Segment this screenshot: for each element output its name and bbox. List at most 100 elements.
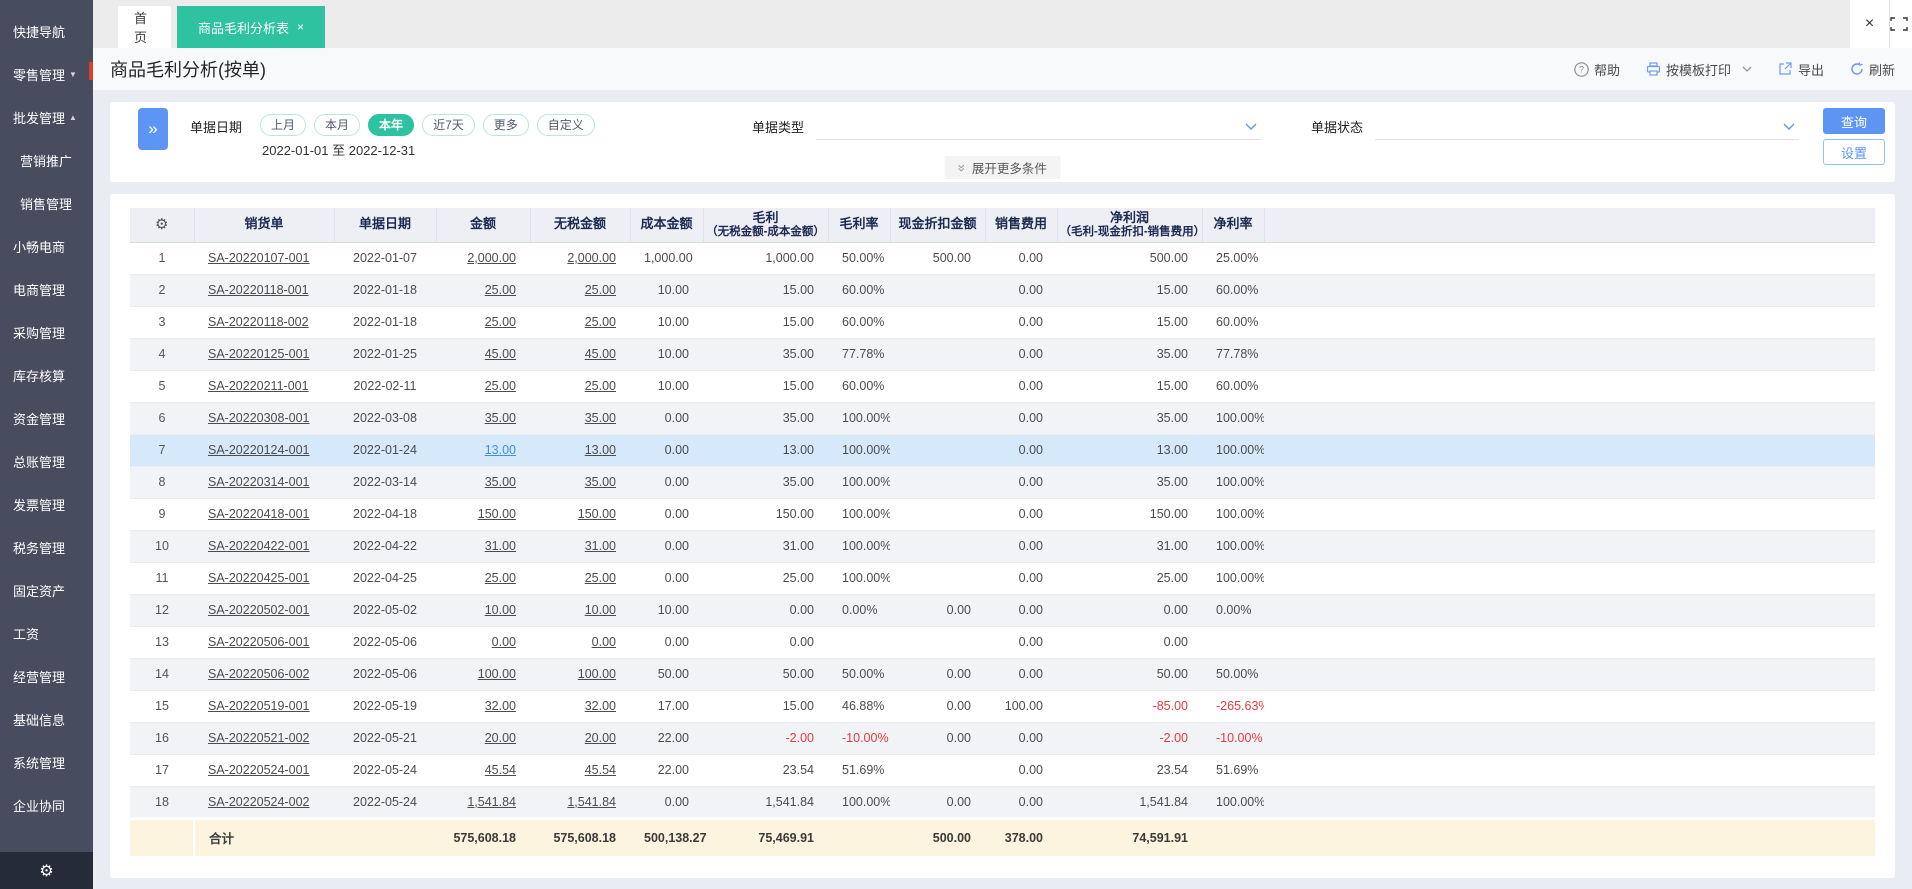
tax-free-amount-link[interactable]: 35.00 [584, 475, 616, 489]
tax-free-amount-link[interactable]: 35.00 [584, 411, 616, 425]
print-by-template-button[interactable]: 按模板打印 [1646, 60, 1752, 79]
tax-free-amount-link[interactable]: 100.00 [577, 667, 616, 681]
document-type-select[interactable] [816, 114, 1261, 140]
column-header[interactable]: 现金折扣金额 [890, 208, 986, 243]
sales-order-link[interactable]: SA-20220107-001 [208, 251, 310, 265]
sidebar-item[interactable]: 库存核算 [0, 354, 93, 397]
table-row[interactable]: 9 SA-20220418-001 2022-04-18 150.00 150.00 0.… [130, 498, 1875, 531]
sales-order-link[interactable]: SA-20220506-002 [208, 667, 310, 681]
amount-link[interactable]: 35.00 [484, 411, 516, 425]
column-header[interactable]: 金额 [436, 208, 531, 243]
table-row[interactable]: 2 SA-20220118-001 2022-01-18 25.00 25.00 10.0… [130, 274, 1875, 307]
table-row[interactable]: 5 SA-20220211-001 2022-02-11 25.00 25.00 10.0… [130, 370, 1875, 403]
window-close-icon[interactable]: × [1850, 0, 1890, 48]
table-row[interactable]: 10 SA-20220422-001 2022-04-22 31.00 31.00 0.0… [130, 530, 1875, 563]
date-range-value[interactable]: 2022-01-01 至 2022-12-31 [262, 143, 416, 158]
help-button[interactable]: ? 帮助 [1574, 60, 1620, 79]
sidebar-item[interactable]: 采购管理 [0, 311, 93, 354]
sidebar-item[interactable]: 零售管理 ▼ [0, 53, 93, 96]
pill-last-7-days[interactable]: 近7天 [422, 114, 475, 136]
sales-order-link[interactable]: SA-20220118-001 [208, 283, 309, 297]
sales-order-link[interactable]: SA-20220314-001 [208, 475, 310, 489]
tax-free-amount-link[interactable]: 32.00 [584, 699, 616, 713]
sales-order-link[interactable]: SA-20220524-001 [208, 763, 310, 777]
sales-order-link[interactable]: SA-20220418-001 [208, 507, 310, 521]
amount-link[interactable]: 31.00 [484, 539, 516, 553]
export-button[interactable]: 导出 [1778, 60, 1824, 79]
amount-link[interactable]: 45.54 [484, 763, 516, 777]
amount-link[interactable]: 25.00 [484, 571, 516, 585]
pill-last-month[interactable]: 上月 [260, 114, 307, 136]
sidebar-item[interactable]: 快捷导航 [0, 10, 93, 53]
sidebar-item[interactable]: 基础信息 [0, 698, 93, 741]
sales-order-link[interactable]: SA-20220125-001 [208, 347, 310, 361]
refresh-button[interactable]: 刷新 [1850, 60, 1895, 79]
tax-free-amount-link[interactable]: 25.00 [584, 315, 616, 329]
sales-order-link[interactable]: SA-20220308-001 [208, 411, 310, 425]
sidebar-item[interactable]: 总账管理 [0, 440, 93, 483]
tab-close-icon[interactable]: × [297, 20, 305, 34]
tax-free-amount-link[interactable]: 2,000.00 [567, 251, 616, 265]
expand-more-conditions-button[interactable]: » 展开更多条件 [944, 156, 1061, 179]
amount-link[interactable]: 25.00 [484, 379, 516, 393]
sidebar-item[interactable]: 资金管理 [0, 397, 93, 440]
amount-link[interactable]: 10.00 [484, 603, 516, 617]
document-status-select[interactable] [1375, 114, 1799, 140]
table-row[interactable]: 15 SA-20220519-001 2022-05-19 32.00 32.00 17.… [130, 690, 1875, 723]
tax-free-amount-link[interactable]: 31.00 [584, 539, 616, 553]
tax-free-amount-link[interactable]: 45.00 [584, 347, 616, 361]
table-row[interactable]: 12 SA-20220502-001 2022-05-02 10.00 10.00 10.… [130, 594, 1875, 627]
column-header[interactable]: 成本金额 [630, 208, 704, 243]
amount-link[interactable]: 13.00 [484, 443, 516, 457]
tax-free-amount-link[interactable]: 0.00 [591, 635, 616, 649]
sidebar-item[interactable]: 销售管理 [0, 182, 93, 225]
table-row[interactable]: 1 SA-20220107-001 2022-01-07 2,000.00 2,000.… [130, 242, 1875, 275]
amount-link[interactable]: 150.00 [477, 507, 516, 521]
tax-free-amount-link[interactable]: 13.00 [584, 443, 616, 457]
pill-this-year[interactable]: 本年 [368, 114, 415, 136]
column-settings-header[interactable]: ⚙ [130, 208, 195, 243]
collapse-filter-button[interactable]: » [138, 108, 168, 150]
table-row[interactable]: 3 SA-20220118-002 2022-01-18 25.00 25.00 10.0… [130, 306, 1875, 339]
sidebar-item[interactable]: 工资 [0, 612, 93, 655]
tax-free-amount-link[interactable]: 25.00 [584, 571, 616, 585]
column-header[interactable]: 净利润 （毛利-现金折扣-销售费用） [1057, 208, 1205, 243]
column-header[interactable]: 销货单 [194, 208, 335, 243]
sales-order-link[interactable]: SA-20220211-001 [208, 379, 309, 393]
sales-order-link[interactable]: SA-20220506-001 [208, 635, 310, 649]
sidebar-item[interactable]: 经营管理 [0, 655, 93, 698]
sales-order-link[interactable]: SA-20220118-002 [208, 315, 309, 329]
column-header[interactable]: 无税金额 [530, 208, 631, 243]
amount-link[interactable]: 45.00 [484, 347, 516, 361]
table-row[interactable]: 6 SA-20220308-001 2022-03-08 35.00 35.00 0.00… [130, 402, 1875, 435]
amount-link[interactable]: 1,541.84 [467, 794, 516, 809]
pill-this-month[interactable]: 本月 [314, 114, 361, 136]
pill-more[interactable]: 更多 [482, 114, 529, 136]
chevron-down-icon[interactable] [1742, 66, 1752, 72]
column-header[interactable]: 毛利 （无税金额-成本金额） [703, 208, 829, 243]
amount-link[interactable]: 0.00 [491, 635, 516, 649]
column-settings-gear-icon[interactable]: ⚙ [155, 216, 169, 234]
sales-order-link[interactable]: SA-20220519-001 [208, 699, 310, 713]
tax-free-amount-link[interactable]: 1,541.84 [567, 794, 616, 809]
sidebar-item[interactable]: 营销推广 [0, 139, 93, 182]
table-row[interactable]: 14 SA-20220506-002 2022-05-06 100.00 100.00 5… [130, 658, 1875, 691]
sidebar-item[interactable]: 发票管理 [0, 483, 93, 526]
amount-link[interactable]: 20.00 [484, 731, 516, 745]
sales-order-link[interactable]: SA-20220425-001 [208, 571, 310, 585]
column-header[interactable]: 净利率 [1202, 208, 1265, 243]
settings-button[interactable]: 设置 [1823, 139, 1885, 165]
column-header[interactable]: 毛利率 [828, 208, 891, 243]
table-row[interactable]: 17 SA-20220524-001 2022-05-24 45.54 45.54 22.… [130, 754, 1875, 787]
sales-order-link[interactable]: SA-20220124-001 [208, 443, 310, 457]
tax-free-amount-link[interactable]: 45.54 [584, 763, 616, 777]
pill-custom[interactable]: 自定义 [536, 114, 595, 136]
table-row[interactable]: 4 SA-20220125-001 2022-01-25 45.00 45.00 10.0… [130, 338, 1875, 371]
amount-link[interactable]: 25.00 [484, 315, 516, 329]
table-row[interactable]: 16 SA-20220521-002 2022-05-21 20.00 20.00 22.… [130, 722, 1875, 755]
column-header[interactable]: 销售费用 [985, 208, 1058, 243]
amount-link[interactable]: 100.00 [477, 667, 516, 681]
fullscreen-icon[interactable] [1890, 0, 1912, 48]
amount-link[interactable]: 2,000.00 [467, 251, 516, 265]
amount-link[interactable]: 25.00 [484, 283, 516, 297]
